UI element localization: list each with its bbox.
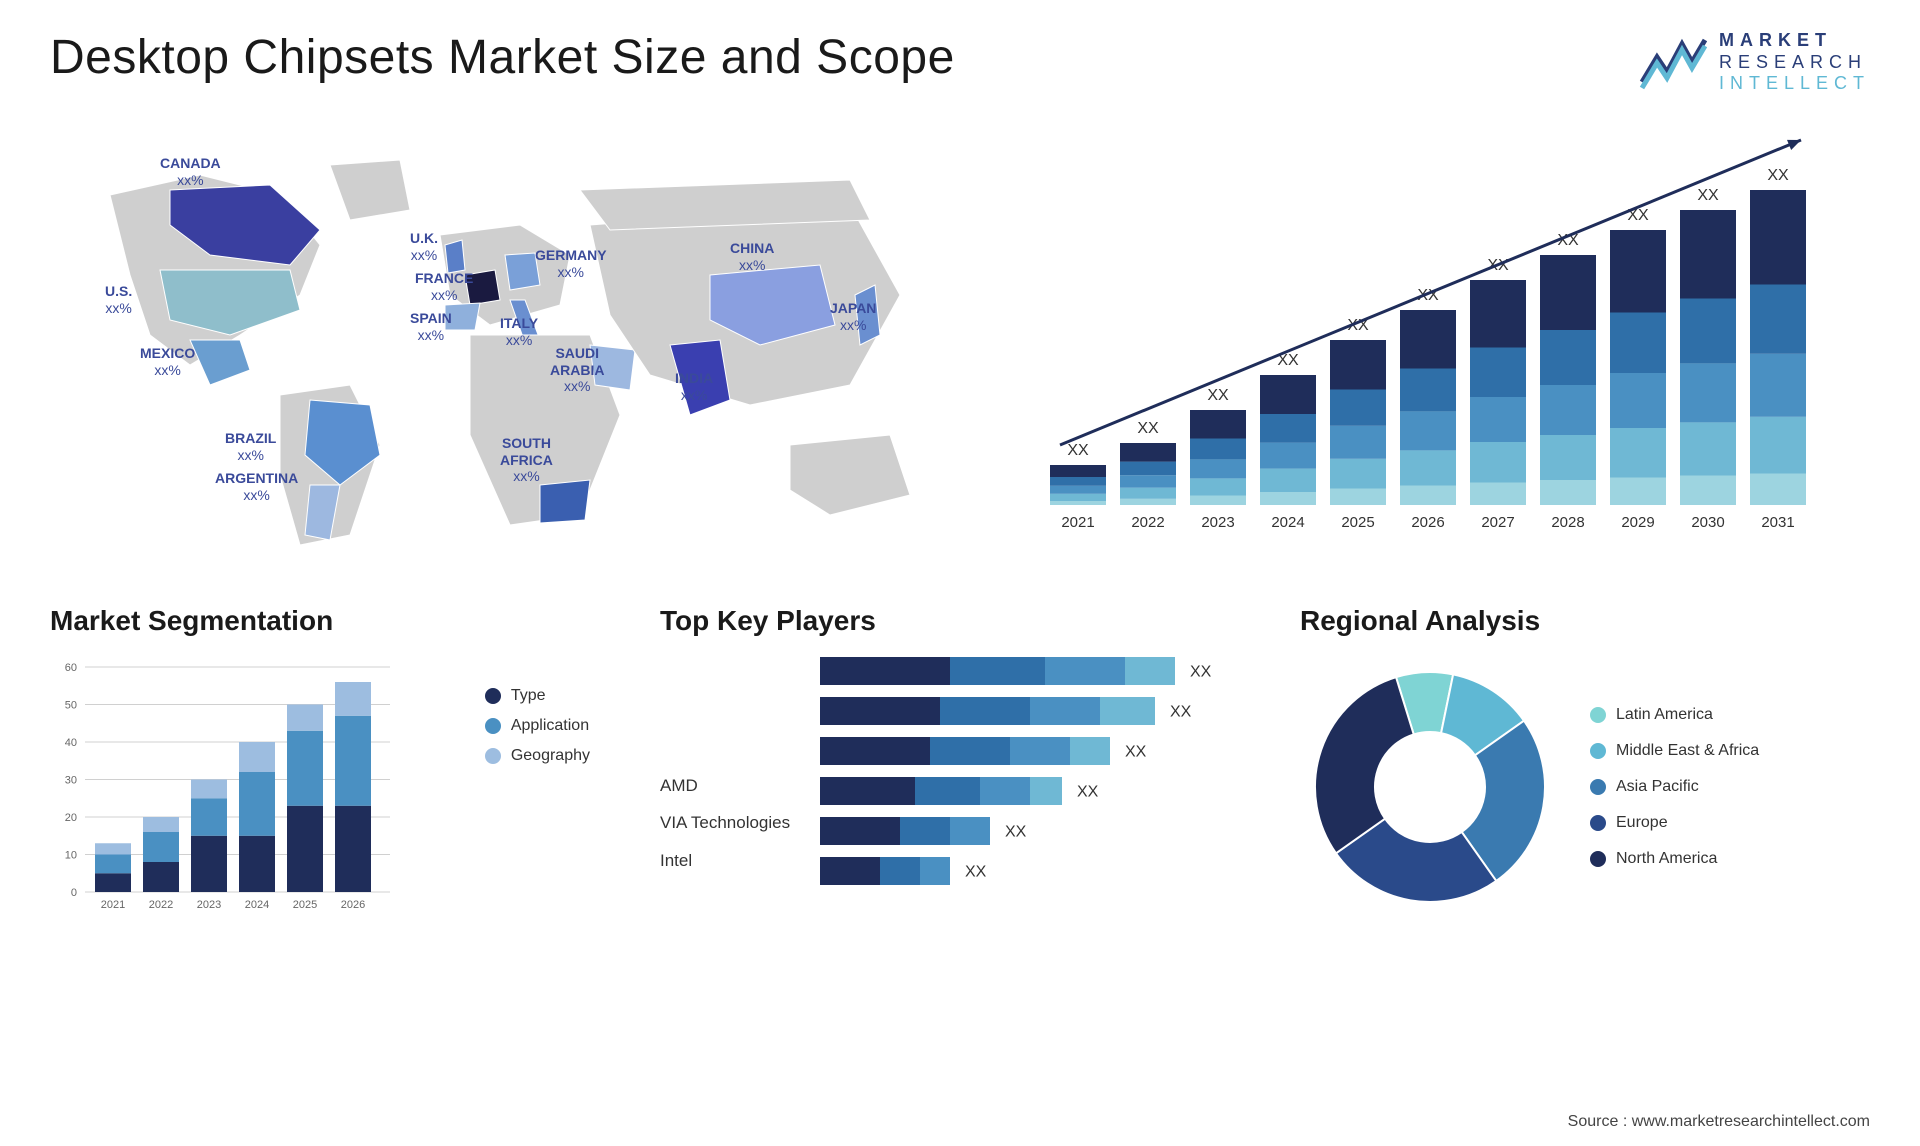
segmentation-panel: Market Segmentation 0 10 20 30 40 50 60 2021 202… bbox=[50, 605, 620, 922]
source-attribution: Source : www.marketresearchintellect.com bbox=[1568, 1113, 1870, 1131]
map-label-italy: ITALYxx% bbox=[500, 315, 538, 349]
segmentation-legend: Type Application Geography bbox=[485, 687, 590, 777]
map-label-spain: SPAINxx% bbox=[410, 310, 452, 344]
map-label-argentina: ARGENTINAxx% bbox=[215, 470, 298, 504]
svg-text:XX: XX bbox=[1190, 663, 1212, 680]
svg-text:2022: 2022 bbox=[149, 899, 173, 911]
svg-text:2024: 2024 bbox=[1271, 514, 1304, 531]
svg-text:30: 30 bbox=[65, 774, 77, 786]
segmentation-legend-application: Application bbox=[485, 717, 590, 735]
svg-text:2026: 2026 bbox=[341, 899, 365, 911]
segmentation-legend-type: Type bbox=[485, 687, 590, 705]
players-title: Top Key Players bbox=[660, 605, 1260, 637]
page-title: Desktop Chipsets Market Size and Scope bbox=[50, 30, 955, 85]
segmentation-title: Market Segmentation bbox=[50, 605, 620, 637]
map-label-canada: CANADAxx% bbox=[160, 155, 221, 189]
svg-text:XX: XX bbox=[1697, 187, 1719, 204]
region-legend-asia-pacific: Asia Pacific bbox=[1590, 778, 1759, 796]
map-label-france: FRANCExx% bbox=[415, 270, 473, 304]
region-legend-middle-east-africa: Middle East & Africa bbox=[1590, 742, 1759, 760]
map-label-brazil: BRAZILxx% bbox=[225, 430, 276, 464]
svg-text:50: 50 bbox=[65, 699, 77, 711]
svg-text:XX: XX bbox=[1067, 442, 1089, 459]
world-map-section: CANADAxx% U.S.xx% MEXICOxx% BRAZILxx% ARGENT… bbox=[50, 135, 970, 555]
player-label-intel: Intel bbox=[660, 842, 800, 879]
players-panel: Top Key Players AMDVIA TechnologiesIntel… bbox=[660, 605, 1260, 922]
svg-text:XX: XX bbox=[1207, 387, 1229, 404]
svg-text:XX: XX bbox=[1137, 420, 1159, 437]
svg-text:XX: XX bbox=[1170, 703, 1192, 720]
growth-bar-chart: XX2021XX2022XX2023XX2024XX2025XX2026XX20… bbox=[1030, 135, 1870, 555]
svg-text:2027: 2027 bbox=[1481, 514, 1514, 531]
regional-donut bbox=[1300, 657, 1560, 917]
svg-text:XX: XX bbox=[965, 863, 987, 880]
players-label-list: AMDVIA TechnologiesIntel bbox=[660, 657, 800, 922]
map-label-japan: JAPANxx% bbox=[830, 300, 876, 334]
region-legend-europe: Europe bbox=[1590, 814, 1759, 832]
region-legend-latin-america: Latin America bbox=[1590, 706, 1759, 724]
logo-text-1: MARKET bbox=[1719, 30, 1870, 52]
player-label-via-technologies: VIA Technologies bbox=[660, 804, 800, 841]
map-label-india: INDIAxx% bbox=[675, 370, 713, 404]
svg-text:60: 60 bbox=[65, 662, 77, 674]
svg-text:2021: 2021 bbox=[1061, 514, 1094, 531]
svg-text:XX: XX bbox=[1005, 823, 1027, 840]
regional-legend: Latin America Middle East & Africa Asia Pa… bbox=[1590, 706, 1759, 868]
svg-text:2025: 2025 bbox=[293, 899, 317, 911]
svg-text:2025: 2025 bbox=[1341, 514, 1374, 531]
map-label-saudi-arabia: SAUDIARABIAxx% bbox=[550, 345, 604, 395]
player-label-amd: AMD bbox=[660, 767, 800, 804]
regional-panel: Regional Analysis Latin America Middle Ea… bbox=[1300, 605, 1870, 922]
svg-text:2029: 2029 bbox=[1621, 514, 1654, 531]
svg-text:2028: 2028 bbox=[1551, 514, 1584, 531]
svg-text:2022: 2022 bbox=[1131, 514, 1164, 531]
map-label-germany: GERMANYxx% bbox=[535, 247, 607, 281]
map-label-china: CHINAxx% bbox=[730, 240, 774, 274]
logo-icon bbox=[1637, 32, 1707, 92]
svg-text:2031: 2031 bbox=[1761, 514, 1794, 531]
svg-text:XX: XX bbox=[1125, 743, 1147, 760]
map-label-u-k-: U.K.xx% bbox=[410, 230, 438, 264]
logo-text-3: INTELLECT bbox=[1719, 73, 1870, 95]
svg-text:2026: 2026 bbox=[1411, 514, 1444, 531]
svg-text:2030: 2030 bbox=[1691, 514, 1724, 531]
svg-text:0: 0 bbox=[71, 887, 77, 899]
brand-logo: MARKET RESEARCH INTELLECT bbox=[1637, 30, 1870, 95]
svg-text:XX: XX bbox=[1767, 167, 1789, 184]
svg-text:2024: 2024 bbox=[245, 899, 269, 911]
map-label-mexico: MEXICOxx% bbox=[140, 345, 195, 379]
svg-text:10: 10 bbox=[65, 849, 77, 861]
svg-text:40: 40 bbox=[65, 737, 77, 749]
svg-text:XX: XX bbox=[1077, 783, 1099, 800]
map-label-south-africa: SOUTHAFRICAxx% bbox=[500, 435, 553, 485]
regional-title: Regional Analysis bbox=[1300, 605, 1870, 637]
segmentation-legend-geography: Geography bbox=[485, 747, 590, 765]
region-legend-north-america: North America bbox=[1590, 850, 1759, 868]
svg-text:2023: 2023 bbox=[1201, 514, 1234, 531]
logo-text-2: RESEARCH bbox=[1719, 52, 1870, 74]
svg-text:2021: 2021 bbox=[101, 899, 125, 911]
svg-text:2023: 2023 bbox=[197, 899, 221, 911]
svg-text:20: 20 bbox=[65, 812, 77, 824]
map-label-u-s-: U.S.xx% bbox=[105, 283, 132, 317]
